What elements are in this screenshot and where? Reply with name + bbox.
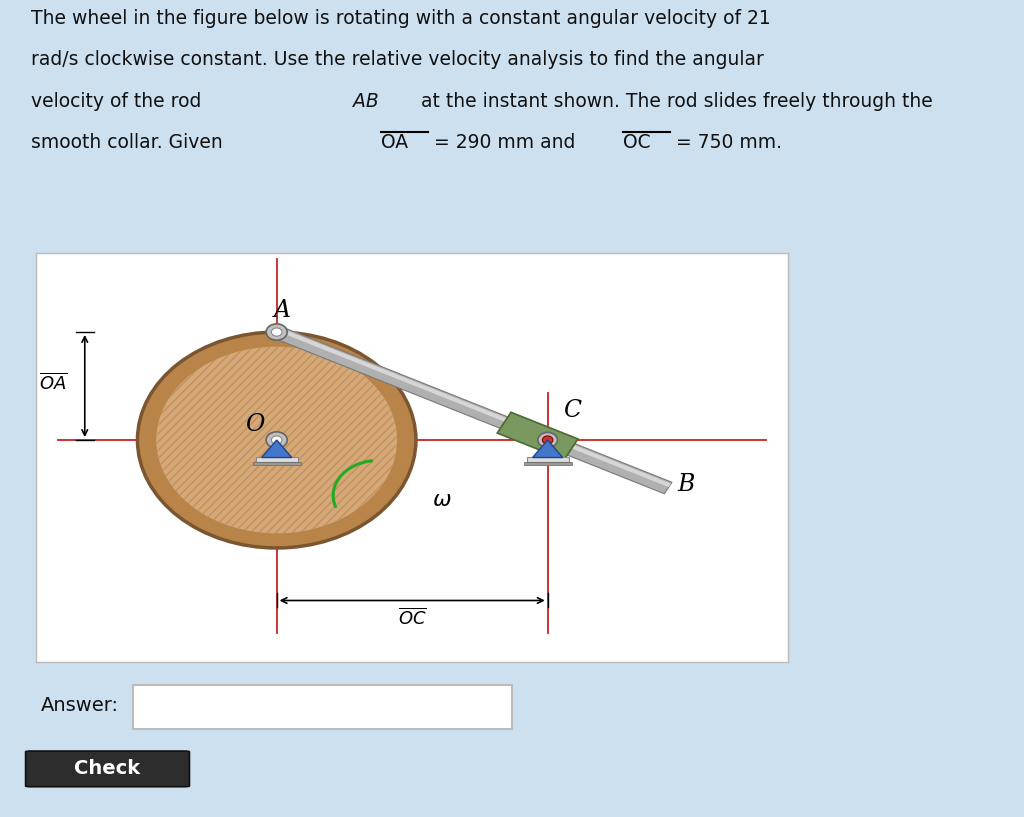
Circle shape <box>543 436 553 444</box>
Circle shape <box>157 346 397 534</box>
Polygon shape <box>274 326 671 487</box>
Text: The wheel in the figure below is rotating with a constant angular velocity of 21: The wheel in the figure below is rotatin… <box>31 9 770 28</box>
Text: at the instant shown. The rod slides freely through the: at the instant shown. The rod slides fre… <box>415 92 933 110</box>
Text: $\overline{OC}$: $\overline{OC}$ <box>397 608 427 628</box>
Text: = 290 mm and: = 290 mm and <box>428 132 582 152</box>
Text: smooth collar. Given: smooth collar. Given <box>31 132 228 152</box>
Text: Check: Check <box>75 759 140 779</box>
Text: $\overline{OA}$: $\overline{OA}$ <box>39 373 68 394</box>
Text: Answer:: Answer: <box>41 696 119 715</box>
Text: velocity of the rod: velocity of the rod <box>31 92 207 110</box>
Polygon shape <box>498 413 578 460</box>
FancyBboxPatch shape <box>133 685 512 729</box>
Text: B: B <box>677 473 694 496</box>
Bar <box>523 462 571 465</box>
Text: C: C <box>563 399 581 422</box>
Circle shape <box>266 324 287 340</box>
Text: OC: OC <box>623 132 650 152</box>
Circle shape <box>271 436 282 444</box>
Bar <box>256 457 298 462</box>
Text: rad/s clockwise constant. Use the relative velocity analysis to find the angular: rad/s clockwise constant. Use the relati… <box>31 51 764 69</box>
Text: OA: OA <box>381 132 408 152</box>
Text: $\omega$: $\omega$ <box>432 490 453 510</box>
Text: AB: AB <box>353 92 379 110</box>
Circle shape <box>266 432 287 449</box>
Bar <box>526 457 568 462</box>
Polygon shape <box>261 440 292 458</box>
FancyBboxPatch shape <box>26 751 189 787</box>
Polygon shape <box>532 440 563 458</box>
Bar <box>253 462 301 465</box>
Circle shape <box>538 432 557 448</box>
Circle shape <box>137 332 416 548</box>
Text: = 750 mm.: = 750 mm. <box>670 132 781 152</box>
Text: O: O <box>245 413 264 436</box>
Polygon shape <box>269 325 672 493</box>
Text: A: A <box>274 298 291 322</box>
Circle shape <box>271 328 282 336</box>
